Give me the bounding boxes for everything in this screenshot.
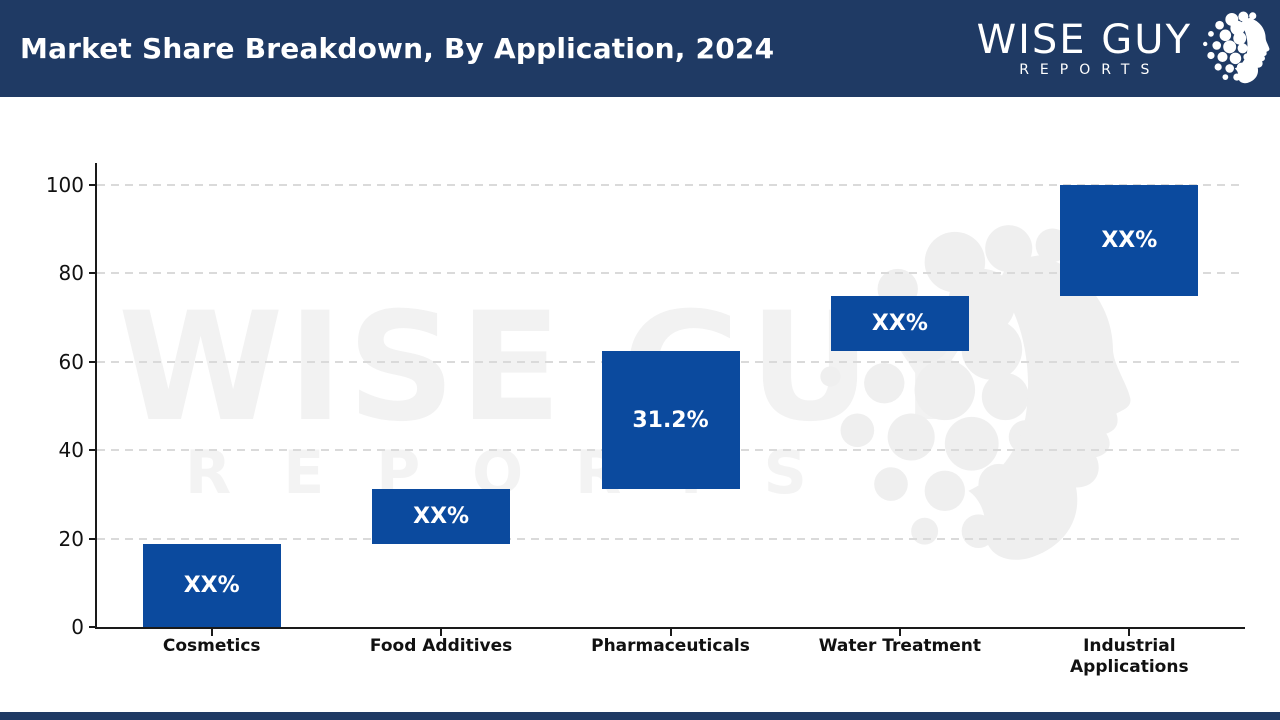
gridline <box>97 537 1244 540</box>
y-tick <box>89 272 97 275</box>
brand-logo-text: WISE GUY REPORTS <box>977 19 1192 79</box>
y-tick <box>89 537 97 540</box>
x-tick <box>898 629 901 636</box>
x-tick <box>669 629 672 636</box>
x-tick <box>1128 629 1131 636</box>
x-tick <box>440 629 443 636</box>
bar-pharmaceuticals: 31.2% <box>601 351 740 490</box>
y-tick-label: 0 <box>71 615 84 639</box>
bar-value-label: XX% <box>183 572 240 598</box>
y-tick-label: 100 <box>45 173 84 198</box>
bar-water-treatment: XX% <box>830 296 969 352</box>
x-axis <box>95 627 1245 629</box>
face-dots-icon <box>1203 11 1270 83</box>
y-tick-label: 60 <box>58 349 84 374</box>
y-tick <box>89 184 97 187</box>
bar-industrial-applications: XX% <box>1060 185 1199 297</box>
category-label-water-treatment: Water Treatment <box>818 636 982 656</box>
bar-value-label: 31.2% <box>632 407 709 433</box>
category-label-cosmetics: Cosmetics <box>162 636 261 656</box>
header: Market Share Breakdown, By Application, … <box>0 0 1280 97</box>
y-axis <box>95 163 97 629</box>
brand-name: WISE GUY <box>976 16 1192 63</box>
gridline <box>97 184 1244 187</box>
bar-value-label: XX% <box>871 311 928 337</box>
y-tick-label: 20 <box>58 526 84 551</box>
x-tick <box>210 629 213 636</box>
brand-logo: WISE GUY REPORTS <box>977 7 1280 91</box>
category-label-industrial-applications: Industrial Applications <box>1070 636 1189 677</box>
bar-value-label: XX% <box>1101 228 1158 254</box>
bar-cosmetics: XX% <box>142 543 281 627</box>
gridline <box>97 272 1244 275</box>
bar-value-label: XX% <box>413 504 470 530</box>
category-label-food-additives: Food Additives <box>369 636 513 656</box>
y-tick-label: 40 <box>58 438 84 463</box>
category-label-pharmaceuticals: Pharmaceuticals <box>591 636 750 656</box>
y-tick <box>89 449 97 452</box>
y-tick <box>89 360 97 363</box>
y-tick <box>89 626 97 628</box>
page-title: Market Share Breakdown, By Application, … <box>20 32 775 65</box>
y-tick-label: 80 <box>58 261 84 286</box>
brand-subname: REPORTS <box>1019 61 1161 78</box>
footer-bar <box>0 712 1280 720</box>
bar-food-additives: XX% <box>372 489 511 544</box>
